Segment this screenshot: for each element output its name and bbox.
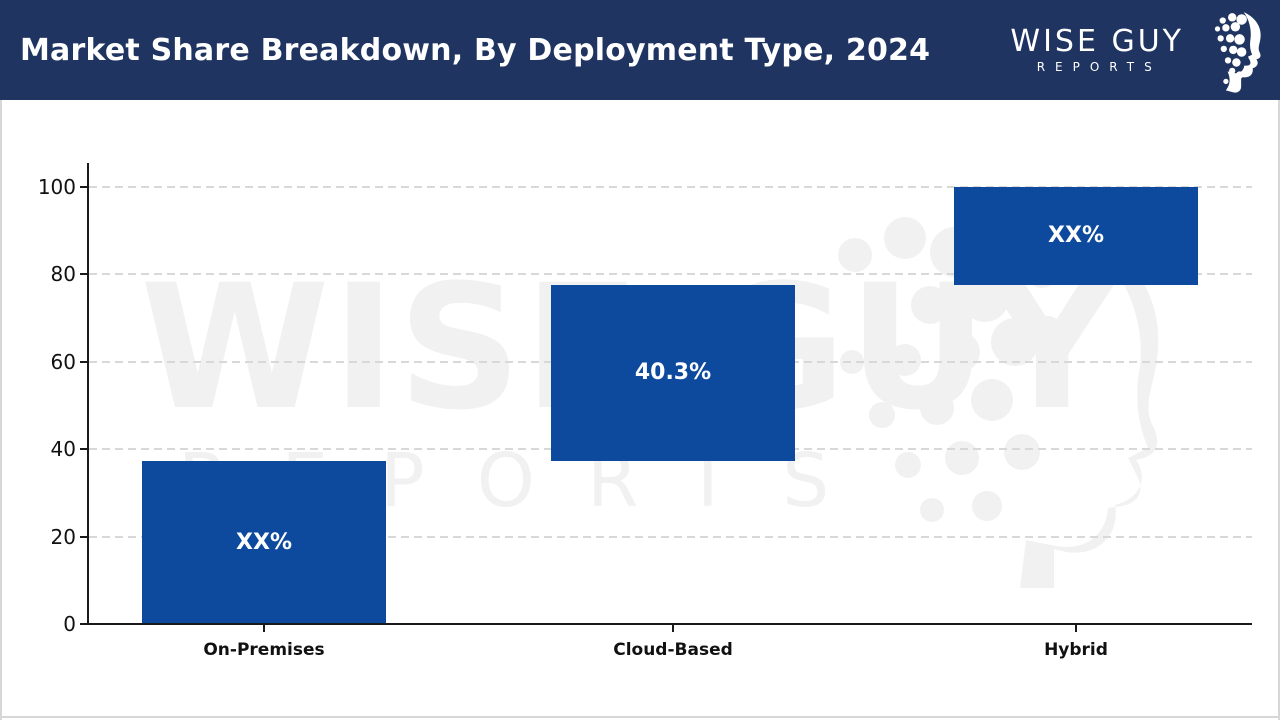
logo-line2: REPORTS (1036, 59, 1162, 74)
y-tick-mark (80, 273, 87, 276)
bar-cloud-based: 40.3% (551, 284, 795, 461)
bar-value-label-on-premises: XX% (236, 529, 292, 555)
y-tick-mark (80, 623, 87, 625)
category-label-hybrid: Hybrid (1044, 640, 1108, 660)
y-tick-label: 80 (50, 262, 76, 287)
x-axis-spine (87, 623, 1252, 625)
logo-wordmark: WISE GUY REPORTS (1010, 26, 1184, 74)
header-bar: Market Share Breakdown, By Deployment Ty… (0, 0, 1280, 100)
y-tick-label: 0 (63, 612, 76, 636)
gridline-80 (89, 273, 1252, 276)
bar-hybrid: XX% (954, 187, 1198, 285)
y-axis-spine (87, 163, 89, 625)
page-border-bottom (0, 716, 1280, 718)
x-tick-mark (263, 625, 265, 632)
head-profile-logo-icon (1214, 12, 1261, 93)
page-border-right (1278, 100, 1280, 720)
page-title: Market Share Breakdown, By Deployment Ty… (20, 32, 931, 68)
y-tick-mark (80, 535, 87, 538)
y-tick-mark (80, 448, 87, 451)
bar-value-label-cloud-based: 40.3% (634, 360, 712, 386)
wiseguy-logo: WISE GUY REPORTS (1010, 0, 1266, 100)
x-tick-mark (1075, 625, 1077, 632)
gridline-100 (89, 186, 1252, 188)
y-tick-label: 60 (50, 349, 76, 374)
y-tick-label: 100 (37, 175, 76, 199)
gridline-20 (89, 535, 1252, 538)
category-label-cloud-based: Cloud-Based (613, 640, 733, 660)
y-tick-mark (80, 186, 87, 188)
y-tick-label: 40 (50, 437, 76, 462)
category-label-on-premises: On-Premises (203, 640, 325, 660)
y-tick-mark (80, 360, 87, 363)
y-tick-label: 20 (50, 524, 76, 549)
bar-on-premises: XX% (142, 460, 386, 624)
watermark-head-icon (838, 217, 1159, 588)
x-tick-mark (672, 625, 674, 632)
logo-line1: WISE GUY (1010, 24, 1184, 60)
bar-value-label-hybrid: XX% (1048, 223, 1104, 249)
page-border-left (0, 100, 2, 720)
